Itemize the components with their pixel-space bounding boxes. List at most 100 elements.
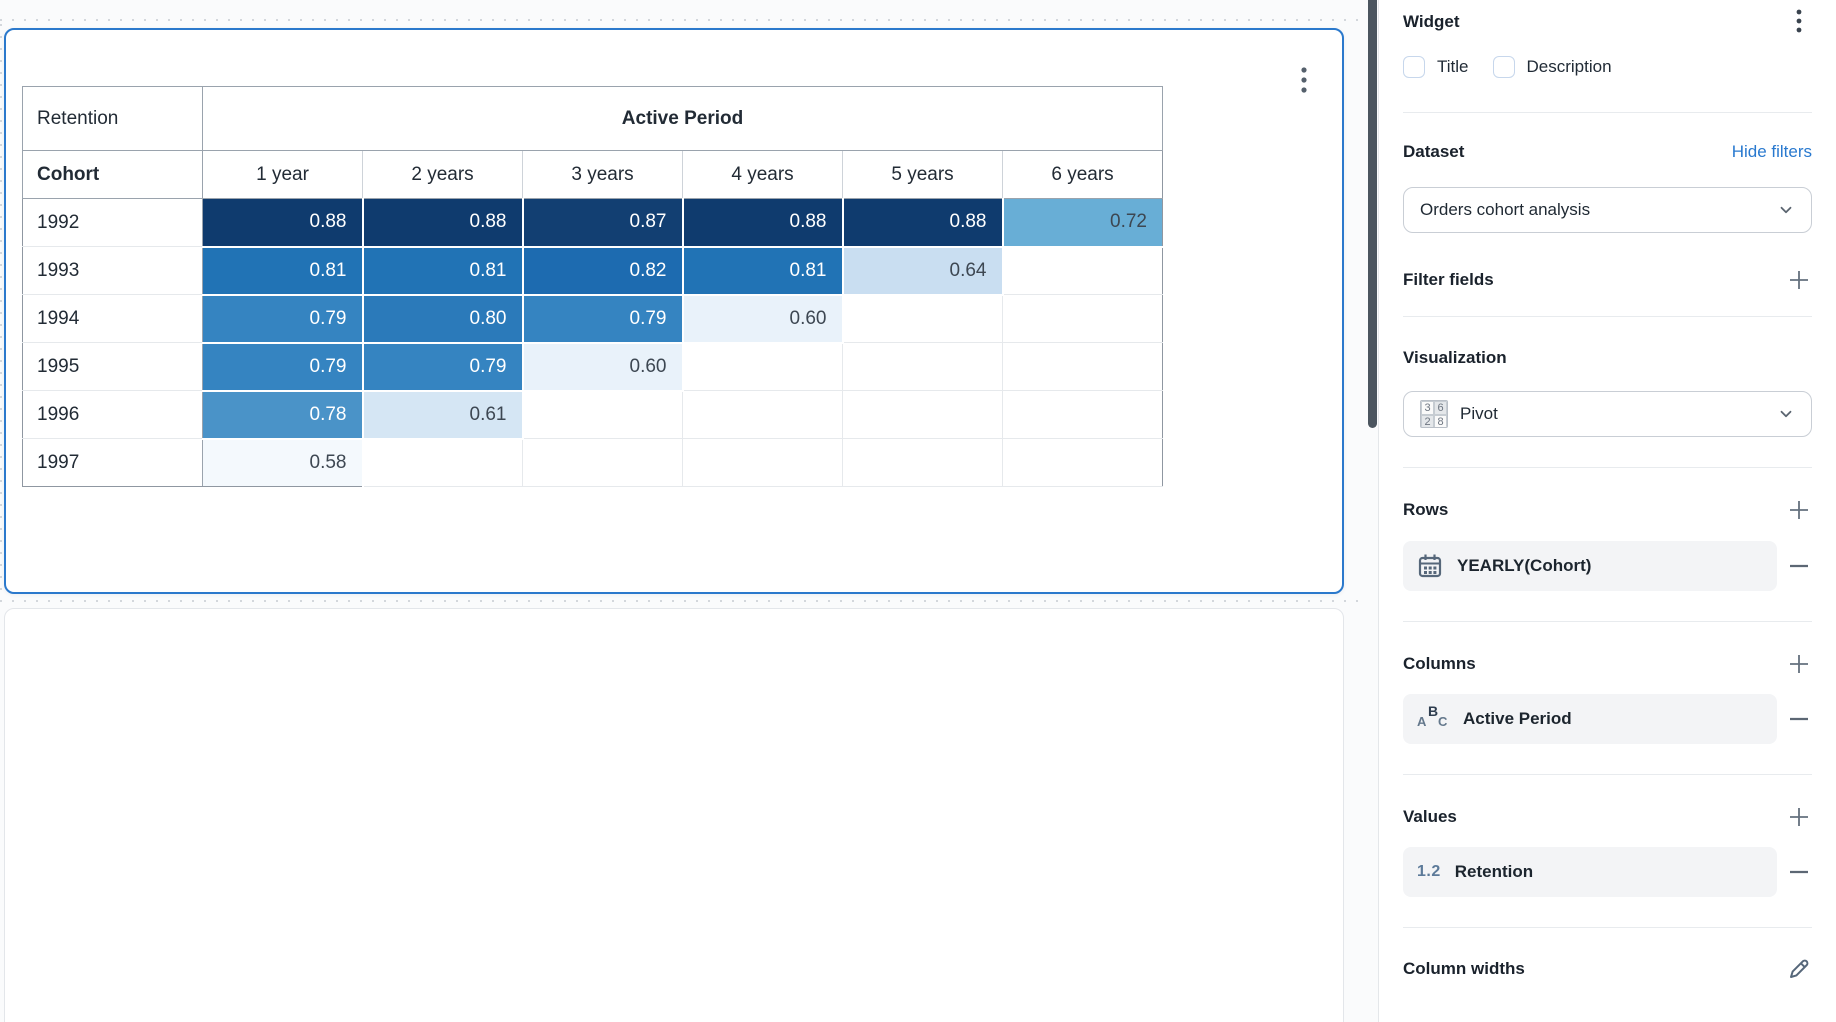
empty-widget-card[interactable] bbox=[4, 608, 1344, 1022]
add-column-field-button[interactable] bbox=[1786, 651, 1812, 677]
value-cell bbox=[682, 438, 843, 487]
values-field-chip[interactable]: 1.2 Retention bbox=[1403, 847, 1777, 897]
edit-column-widths-button[interactable] bbox=[1786, 956, 1812, 982]
table-row: 1994 0.79 0.80 0.79 0.60 bbox=[22, 294, 1163, 344]
table-row: 1996 0.78 0.61 bbox=[22, 390, 1163, 440]
widget-kebab-menu-icon[interactable] bbox=[1292, 64, 1316, 98]
remove-column-field-button[interactable] bbox=[1786, 706, 1812, 732]
value-cell: 0.81 bbox=[362, 246, 524, 296]
checkbox-box[interactable] bbox=[1492, 56, 1515, 78]
value-cell: 0.72 bbox=[1002, 198, 1163, 248]
filter-fields-heading: Filter fields bbox=[1403, 270, 1494, 289]
cohort-cell: 1997 bbox=[22, 438, 203, 487]
cohort-cell: 1996 bbox=[22, 390, 203, 439]
column-widths-heading: Column widths bbox=[1403, 959, 1525, 978]
value-cell: 0.79 bbox=[202, 342, 364, 392]
title-checkbox[interactable]: Title bbox=[1403, 56, 1469, 78]
value-cell bbox=[1002, 390, 1163, 439]
plus-icon bbox=[1790, 501, 1808, 519]
divider bbox=[1403, 467, 1812, 468]
value-cell bbox=[682, 390, 843, 439]
visualization-selected-value: Pivot bbox=[1460, 404, 1498, 423]
remove-row-field-button[interactable] bbox=[1786, 553, 1812, 579]
value-cell: 0.88 bbox=[202, 198, 364, 248]
columns-heading: Columns bbox=[1403, 654, 1476, 673]
table-row: 1993 0.81 0.81 0.82 0.81 0.64 bbox=[22, 246, 1163, 296]
value-cell bbox=[522, 390, 683, 439]
numeric-field-icon: 1.2 bbox=[1417, 863, 1441, 880]
value-cell bbox=[1002, 342, 1163, 391]
value-cell: 0.58 bbox=[202, 438, 364, 487]
value-cell: 0.60 bbox=[522, 342, 684, 392]
hide-filters-link[interactable]: Hide filters bbox=[1731, 142, 1812, 161]
description-checkbox-label: Description bbox=[1526, 57, 1612, 76]
panel-title: Widget bbox=[1403, 12, 1460, 31]
grid-dots bbox=[0, 24, 2, 598]
value-cell: 0.81 bbox=[682, 246, 844, 296]
value-cell bbox=[362, 438, 523, 487]
remove-value-field-button[interactable] bbox=[1786, 859, 1812, 885]
divider bbox=[1403, 112, 1812, 113]
value-cell: 0.88 bbox=[682, 198, 844, 248]
table-row: 1997 0.58 bbox=[22, 438, 1163, 487]
divider bbox=[1403, 927, 1812, 928]
cohort-cell: 1994 bbox=[22, 294, 203, 343]
value-cell: 0.81 bbox=[202, 246, 364, 296]
column-header: 3 years bbox=[522, 150, 683, 199]
visualization-heading: Visualization bbox=[1403, 348, 1507, 367]
minus-icon bbox=[1790, 564, 1808, 568]
panel-kebab-menu-icon[interactable] bbox=[1786, 9, 1812, 35]
value-cell: 0.87 bbox=[522, 198, 684, 248]
value-cell: 0.60 bbox=[682, 294, 844, 344]
calendar-icon bbox=[1418, 554, 1442, 578]
chevron-down-icon bbox=[1780, 206, 1792, 214]
cohort-cell: 1993 bbox=[22, 246, 203, 295]
divider bbox=[1403, 621, 1812, 622]
value-cell: 0.64 bbox=[842, 246, 1004, 296]
title-checkbox-label: Title bbox=[1437, 57, 1469, 76]
values-field-label: Retention bbox=[1454, 862, 1534, 881]
cohort-cell: 1995 bbox=[22, 342, 203, 391]
add-value-field-button[interactable] bbox=[1786, 804, 1812, 830]
grid-dots bbox=[0, 600, 1362, 602]
value-cell: 0.88 bbox=[362, 198, 524, 248]
value-cell bbox=[842, 294, 1003, 343]
dataset-select[interactable]: Orders cohort analysis bbox=[1403, 187, 1812, 233]
row-dimension-label: Cohort bbox=[22, 150, 203, 199]
value-cell: 0.79 bbox=[522, 294, 684, 344]
value-cell: 0.79 bbox=[362, 342, 524, 392]
value-cell bbox=[522, 438, 683, 487]
value-cell bbox=[842, 390, 1003, 439]
chevron-down-icon bbox=[1780, 410, 1792, 418]
pivot-widget-card[interactable]: Retention Active Period Cohort 1 year 2 y… bbox=[4, 28, 1344, 594]
widget-settings-panel: Widget Title Description Dataset bbox=[1378, 0, 1836, 1022]
description-checkbox[interactable]: Description bbox=[1492, 56, 1612, 78]
checkbox-box[interactable] bbox=[1403, 56, 1425, 78]
add-row-field-button[interactable] bbox=[1786, 497, 1812, 523]
column-group-label: Active Period bbox=[202, 86, 1163, 151]
value-cell bbox=[842, 342, 1003, 391]
panel-scrollbar-thumb[interactable] bbox=[1368, 0, 1377, 428]
value-cell bbox=[842, 438, 1003, 487]
column-header: 6 years bbox=[1002, 150, 1163, 199]
divider bbox=[1403, 774, 1812, 775]
rows-field-label: YEARLY(Cohort) bbox=[1457, 556, 1592, 575]
grid-dots bbox=[0, 19, 1362, 21]
pencil-icon bbox=[1790, 959, 1809, 978]
value-cell: 0.82 bbox=[522, 246, 684, 296]
value-cell: 0.79 bbox=[202, 294, 364, 344]
values-heading: Values bbox=[1403, 807, 1457, 826]
add-filter-field-button[interactable] bbox=[1786, 267, 1812, 293]
table-row: 1995 0.79 0.79 0.60 bbox=[22, 342, 1163, 392]
rows-field-chip[interactable]: YEARLY(Cohort) bbox=[1403, 541, 1777, 591]
plus-icon bbox=[1790, 808, 1808, 826]
dashboard-canvas: Retention Active Period Cohort 1 year 2 y… bbox=[0, 19, 1362, 1022]
value-cell bbox=[1002, 438, 1163, 487]
plus-icon bbox=[1790, 655, 1808, 673]
dataset-heading: Dataset bbox=[1403, 142, 1465, 161]
